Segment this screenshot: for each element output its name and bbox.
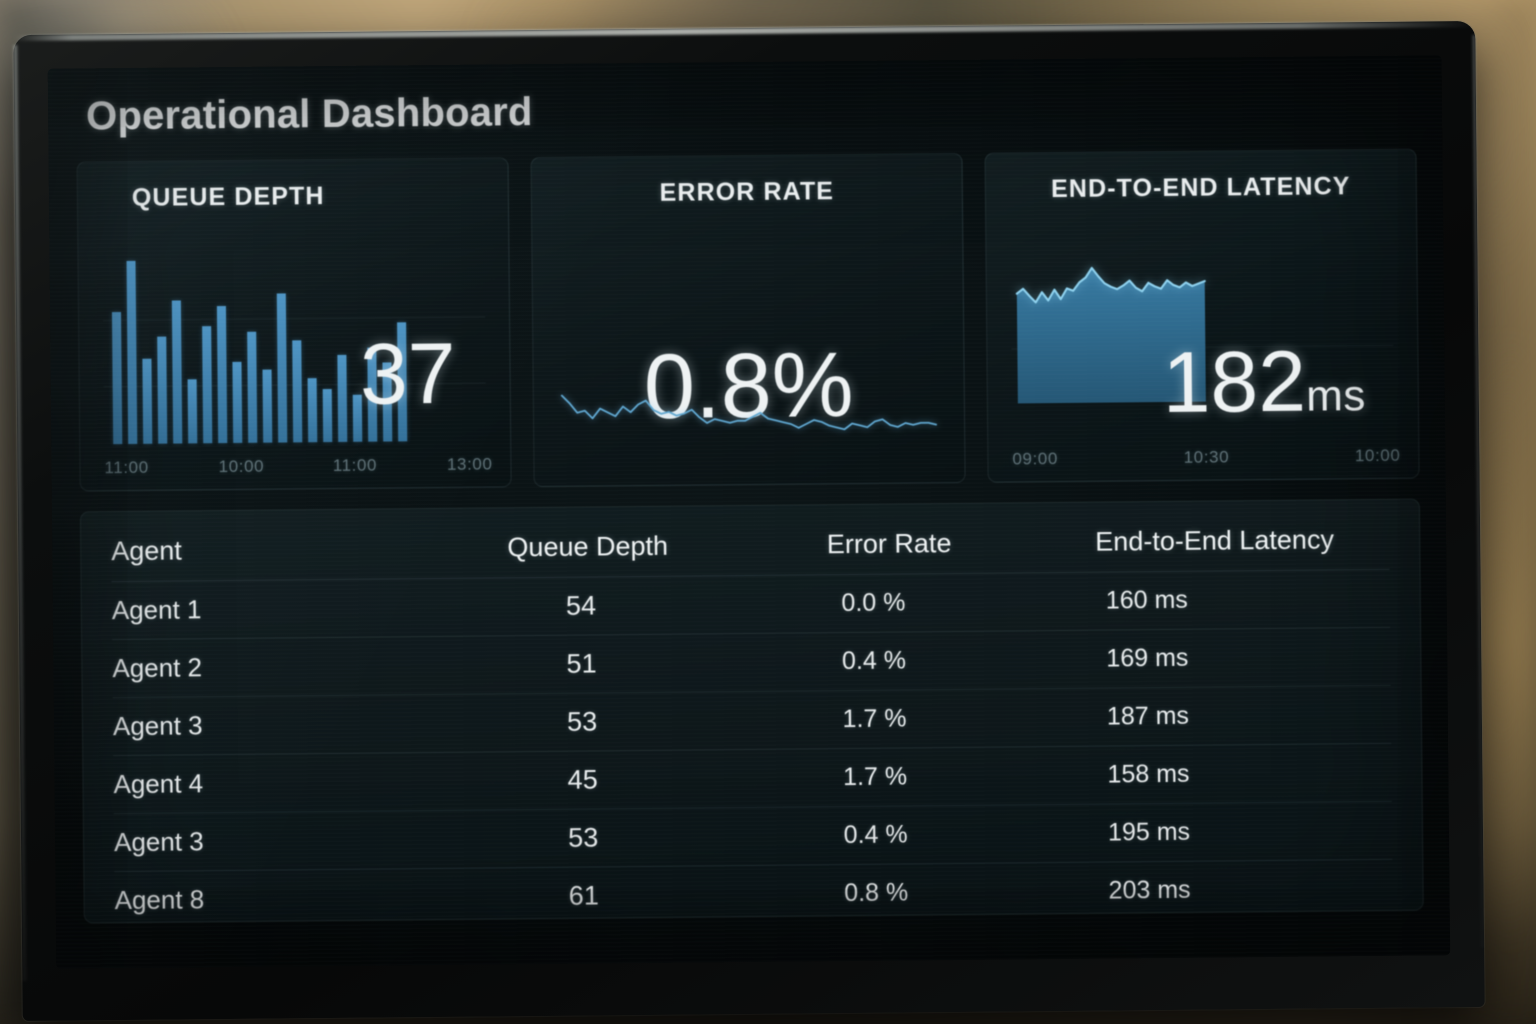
axis-tick-1: 10:30	[1183, 447, 1230, 467]
cell-latency: 187 ms	[1096, 685, 1392, 747]
cell-agent: Agent 3	[112, 693, 510, 756]
kpi-title-error-rate: ERROR RATE	[659, 177, 835, 207]
cell-error-rate: 0.4 %	[827, 630, 1097, 691]
cell-queue-depth: 53	[508, 690, 829, 752]
cell-latency: 203 ms	[1108, 875, 1191, 905]
cell-error-rate: 1.7 %	[828, 746, 1098, 807]
agents-table: Agent Queue Depth Error Rate End-to-End …	[110, 507, 1393, 929]
cell-latency: 195 ms	[1097, 801, 1393, 863]
kpi-card-end-to-end-latency[interactable]: END-TO-END LATENCY	[984, 148, 1420, 483]
agents-table-card: Agent Queue Depth Error Rate End-to-End …	[79, 498, 1424, 924]
axis-tick-3: 13:00	[446, 454, 493, 474]
cell-queue-depth: 61	[568, 880, 599, 911]
kpi-chart-queue-depth: 37	[102, 235, 486, 445]
bar-t14	[307, 378, 318, 443]
bar-t3	[142, 358, 153, 444]
cell-latency: 169 ms	[1096, 627, 1391, 689]
kpi-value-queue-depth: 37	[359, 325, 457, 423]
kpi-value-end-to-end-latency: 182ms	[1162, 334, 1367, 431]
axis-tick-2: 11:00	[332, 455, 378, 475]
bar-t2	[126, 260, 138, 444]
cell-error-rate: 1.7 %	[828, 688, 1098, 749]
bar-t12	[276, 293, 288, 443]
bar-t10	[247, 331, 258, 443]
cell-queue-depth: 54	[507, 574, 828, 636]
cell-error-rate: 0.8 %	[844, 878, 909, 908]
cell-queue-depth: 51	[508, 632, 829, 694]
kpi-card-row: QUEUE DEPTH 37 11:00 10:00 11:00 13:00	[76, 148, 1420, 492]
cell-error-rate: 0.4 %	[829, 804, 1099, 865]
sparkline-error-rate	[556, 230, 940, 440]
cell-agent: Agent 8	[114, 884, 205, 916]
bar-t1	[112, 311, 123, 445]
kpi-title-end-to-end-latency: END-TO-END LATENCY	[1050, 172, 1351, 204]
bar-t15	[322, 388, 333, 443]
bar-t4	[157, 336, 168, 444]
latency-number: 182	[1162, 333, 1307, 432]
bar-t11	[262, 370, 273, 443]
cell-error-rate: 0.0 %	[827, 572, 1097, 633]
column-header-queue-depth[interactable]: Queue Depth	[507, 513, 828, 578]
axis-tick-0: 11:00	[104, 457, 149, 478]
axis-labels-queue-depth: 11:00 10:00 11:00 13:00	[104, 454, 492, 478]
area-chart-latency	[1010, 226, 1394, 436]
table-body: Agent 1 54 0.0 % 160 ms Agent 2 51 0.4 % 169 ms…	[111, 569, 1393, 929]
axis-tick-1: 10:00	[218, 456, 265, 477]
axis-labels-latency: 09:00 10:30 10:00	[1012, 446, 1400, 470]
kpi-title-queue-depth: QUEUE DEPTH	[131, 182, 325, 212]
kpi-card-queue-depth[interactable]: QUEUE DEPTH 37 11:00 10:00 11:00 13:00	[76, 157, 512, 492]
kpi-chart-end-to-end-latency: 182ms	[1010, 226, 1394, 436]
column-header-latency[interactable]: End-to-End Latency	[1094, 507, 1390, 573]
dashboard-app: Operational Dashboard QUEUE DEPTH 37 11	[76, 82, 1424, 945]
laptop-device: Operational Dashboard QUEUE DEPTH 37 11	[13, 21, 1485, 1021]
bar-t9	[232, 361, 243, 443]
kpi-card-error-rate[interactable]: ERROR RATE 0.8%	[530, 152, 966, 488]
kpi-chart-error-rate: 0.8%	[556, 230, 940, 440]
bar-t13	[292, 339, 303, 443]
cell-latency: 158 ms	[1097, 743, 1392, 805]
page-title: Operational Dashboard	[85, 90, 533, 139]
axis-tick-0: 09:00	[1012, 449, 1059, 469]
axis-tick-2: 10:00	[1354, 445, 1401, 466]
bar-t16	[337, 354, 348, 442]
bar-t6	[187, 379, 198, 444]
latency-unit: ms	[1305, 371, 1367, 421]
bar-t8	[217, 306, 228, 444]
cell-queue-depth: 45	[509, 748, 830, 810]
cell-agent: Agent 4	[113, 751, 510, 814]
cell-latency: 160 ms	[1095, 569, 1391, 631]
column-header-agent[interactable]: Agent	[110, 516, 508, 582]
cell-agent: Agent 1	[111, 577, 509, 640]
bar-t5	[172, 300, 183, 444]
cell-agent: Agent 3	[113, 809, 511, 872]
screen-display: Operational Dashboard QUEUE DEPTH 37 11	[47, 55, 1451, 969]
cell-agent: Agent 2	[112, 635, 509, 698]
bar-t7	[202, 325, 213, 444]
table-row[interactable]: Agent 8 61 0.8 % 203 ms	[114, 859, 1392, 929]
cell-queue-depth: 53	[509, 806, 830, 868]
column-header-error-rate[interactable]: Error Rate	[826, 510, 1096, 575]
